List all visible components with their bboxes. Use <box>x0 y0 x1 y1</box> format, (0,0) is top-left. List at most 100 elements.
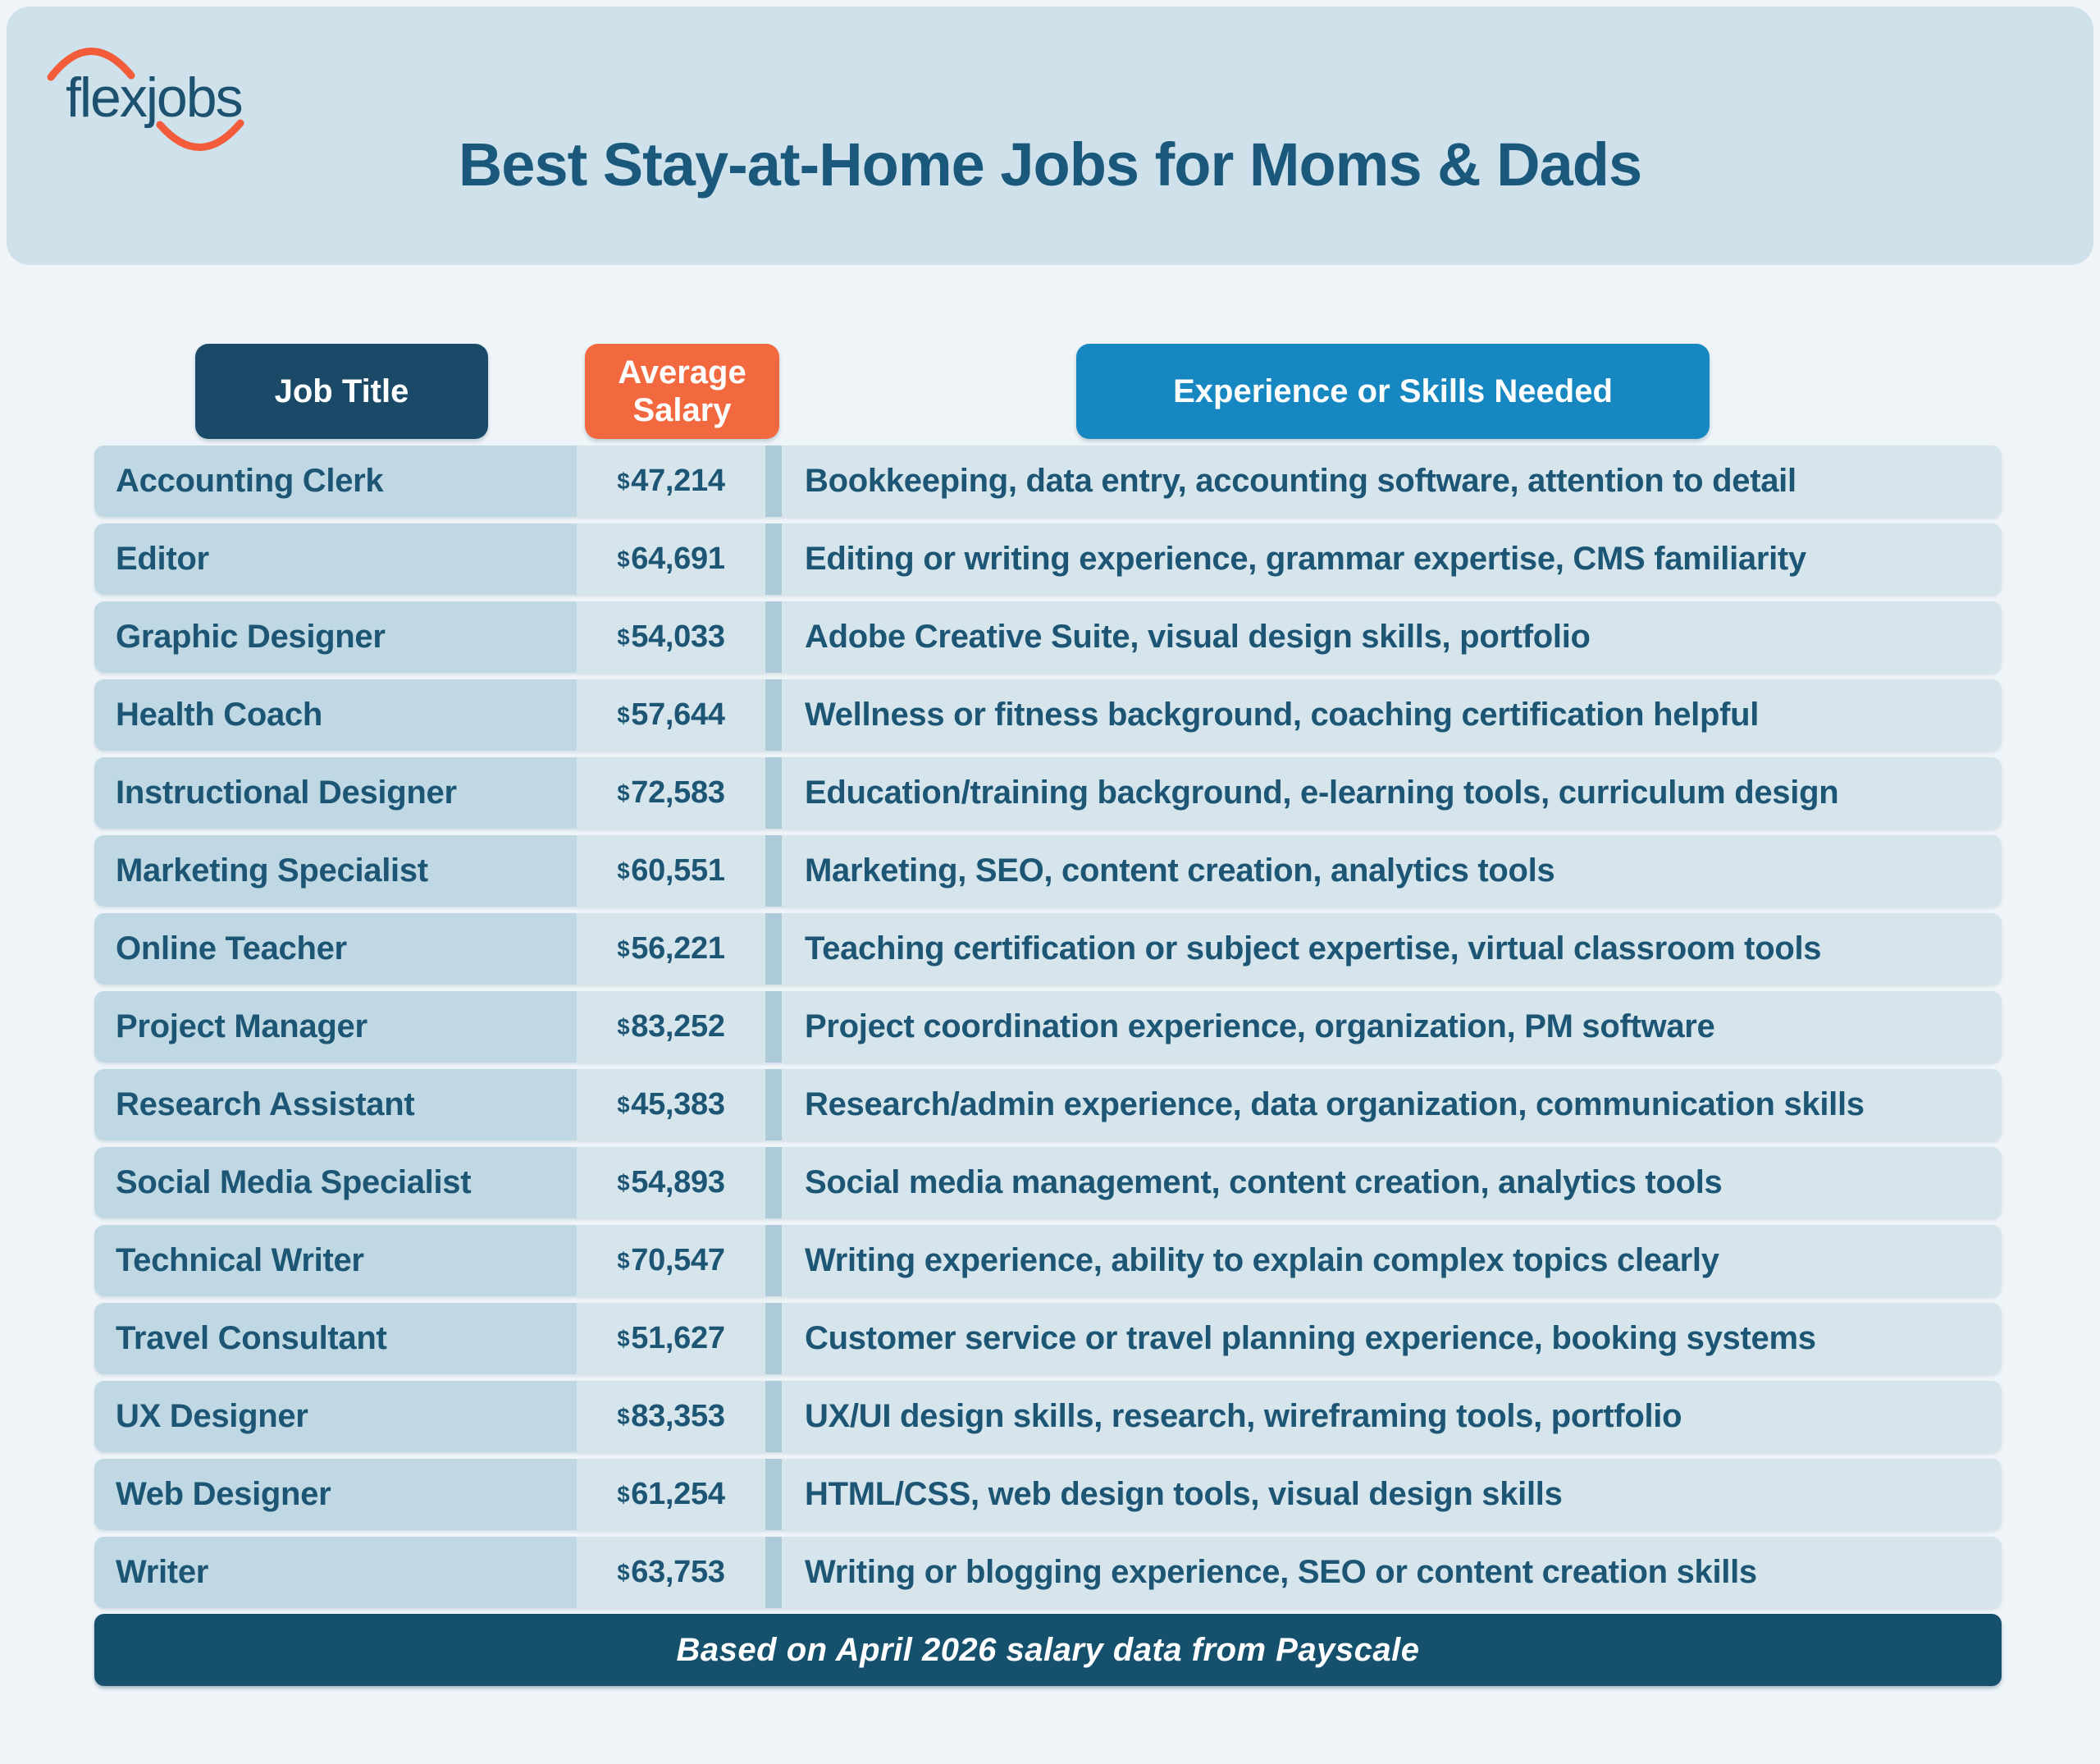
skills-cell: Writing experience, ability to explain c… <box>782 1225 2002 1296</box>
job-title-cell: Editor <box>94 523 577 595</box>
table-row: Health Coach $57,644 Wellness or fitness… <box>94 679 2002 751</box>
job-title-cell: Accounting Clerk <box>94 446 577 517</box>
table-row: Online Teacher $56,221 Teaching certific… <box>94 913 2002 985</box>
logo-arc-bottom-icon <box>156 119 244 151</box>
salary-amount: 63,753 <box>631 1555 725 1589</box>
table-row: UX Designer $83,353 UX/UI design skills,… <box>94 1381 2002 1452</box>
column-divider <box>765 835 782 907</box>
salary-cell: $45,383 <box>577 1069 765 1140</box>
skills-cell: Teaching certification or subject expert… <box>782 913 2002 985</box>
table-row: Technical Writer $70,547 Writing experie… <box>94 1225 2002 1296</box>
column-divider <box>765 1303 782 1374</box>
salary-amount: 60,551 <box>631 853 725 888</box>
salary-amount: 51,627 <box>631 1321 725 1355</box>
skills-cell: Social media management, content creatio… <box>782 1147 2002 1218</box>
currency-symbol: $ <box>617 1169 630 1195</box>
job-title-cell: Social Media Specialist <box>94 1147 577 1218</box>
job-title-cell: Travel Consultant <box>94 1303 577 1374</box>
column-divider <box>765 913 782 985</box>
source-note: Based on April 2026 salary data from Pay… <box>94 1614 2002 1686</box>
salary-cell: $64,691 <box>577 523 765 595</box>
salary-cell: $70,547 <box>577 1225 765 1296</box>
salary-amount: 57,644 <box>631 697 725 732</box>
currency-symbol: $ <box>617 624 630 650</box>
salary-amount: 64,691 <box>631 542 725 576</box>
table-row: Instructional Designer $72,583 Education… <box>94 757 2002 829</box>
column-divider <box>765 523 782 595</box>
salary-amount: 70,547 <box>631 1243 725 1277</box>
column-divider <box>765 1069 782 1140</box>
skills-cell: UX/UI design skills, research, wireframi… <box>782 1381 2002 1452</box>
salary-cell: $61,254 <box>577 1459 765 1530</box>
table-row: Social Media Specialist $54,893 Social m… <box>94 1147 2002 1218</box>
skills-cell: Research/admin experience, data organiza… <box>782 1069 2002 1140</box>
column-divider <box>765 679 782 751</box>
skills-cell: Bookkeeping, data entry, accounting soft… <box>782 446 2002 517</box>
currency-symbol: $ <box>617 468 630 494</box>
salary-cell: $54,893 <box>577 1147 765 1218</box>
skills-cell: Editing or writing experience, grammar e… <box>782 523 2002 595</box>
currency-symbol: $ <box>617 546 630 572</box>
header-panel: flexjobs Best Stay-at-Home Jobs for Moms… <box>7 7 2093 265</box>
logo-text: flexjobs <box>66 66 242 129</box>
column-divider <box>765 1537 782 1608</box>
column-divider <box>765 1459 782 1530</box>
currency-symbol: $ <box>617 1325 630 1351</box>
currency-symbol: $ <box>617 1013 630 1040</box>
job-title-cell: Marketing Specialist <box>94 835 577 907</box>
table-row: Editor $64,691 Editing or writing experi… <box>94 523 2002 595</box>
salary-cell: $83,252 <box>577 991 765 1063</box>
salary-cell: $57,644 <box>577 679 765 751</box>
table-row: Project Manager $83,252 Project coordina… <box>94 991 2002 1063</box>
table-row: Writer $63,753 Writing or blogging exper… <box>94 1537 2002 1608</box>
job-title-cell: UX Designer <box>94 1381 577 1452</box>
logo-arc-top-icon <box>47 48 135 81</box>
salary-cell: $63,753 <box>577 1537 765 1608</box>
salary-amount: 56,221 <box>631 931 725 966</box>
salary-cell: $60,551 <box>577 835 765 907</box>
skills-cell: Adobe Creative Suite, visual design skil… <box>782 601 2002 673</box>
flexjobs-logo-graphic: flexjobs <box>47 48 244 151</box>
column-header-skills: Experience or Skills Needed <box>1076 344 1710 439</box>
table-row: Web Designer $61,254 HTML/CSS, web desig… <box>94 1459 2002 1530</box>
table-row: Accounting Clerk $47,214 Bookkeeping, da… <box>94 446 2002 517</box>
column-divider <box>765 446 782 517</box>
salary-cell: $51,627 <box>577 1303 765 1374</box>
salary-amount: 83,252 <box>631 1009 725 1044</box>
job-title-cell: Graphic Designer <box>94 601 577 673</box>
job-title-cell: Instructional Designer <box>94 757 577 829</box>
table-row: Marketing Specialist $60,551 Marketing, … <box>94 835 2002 907</box>
column-header-average-salary: Average Salary <box>585 344 779 439</box>
currency-symbol: $ <box>617 701 630 728</box>
column-divider <box>765 757 782 829</box>
salary-cell: $83,353 <box>577 1381 765 1452</box>
currency-symbol: $ <box>617 1559 630 1585</box>
job-title-cell: Writer <box>94 1537 577 1608</box>
salary-amount: 54,893 <box>631 1165 725 1200</box>
job-title-cell: Project Manager <box>94 991 577 1063</box>
table-row: Graphic Designer $54,033 Adobe Creative … <box>94 601 2002 673</box>
job-title-cell: Online Teacher <box>94 913 577 985</box>
job-title-cell: Research Assistant <box>94 1069 577 1140</box>
table-row: Research Assistant $45,383 Research/admi… <box>94 1069 2002 1140</box>
job-title-cell: Technical Writer <box>94 1225 577 1296</box>
column-header-job-title: Job Title <box>195 344 488 439</box>
salary-cell: $72,583 <box>577 757 765 829</box>
currency-symbol: $ <box>617 1481 630 1507</box>
salary-amount: 54,033 <box>631 619 725 654</box>
currency-symbol: $ <box>617 1091 630 1117</box>
skills-cell: Writing or blogging experience, SEO or c… <box>782 1537 2002 1608</box>
skills-cell: HTML/CSS, web design tools, visual desig… <box>782 1459 2002 1530</box>
currency-symbol: $ <box>617 779 630 806</box>
salary-amount: 47,214 <box>631 464 725 498</box>
job-title-cell: Web Designer <box>94 1459 577 1530</box>
column-divider <box>765 1147 782 1218</box>
currency-symbol: $ <box>617 935 630 962</box>
skills-cell: Marketing, SEO, content creation, analyt… <box>782 835 2002 907</box>
skills-cell: Education/training background, e-learnin… <box>782 757 2002 829</box>
currency-symbol: $ <box>617 857 630 884</box>
skills-cell: Wellness or fitness background, coaching… <box>782 679 2002 751</box>
column-divider <box>765 1225 782 1296</box>
salary-amount: 72,583 <box>631 775 725 810</box>
currency-symbol: $ <box>617 1247 630 1273</box>
